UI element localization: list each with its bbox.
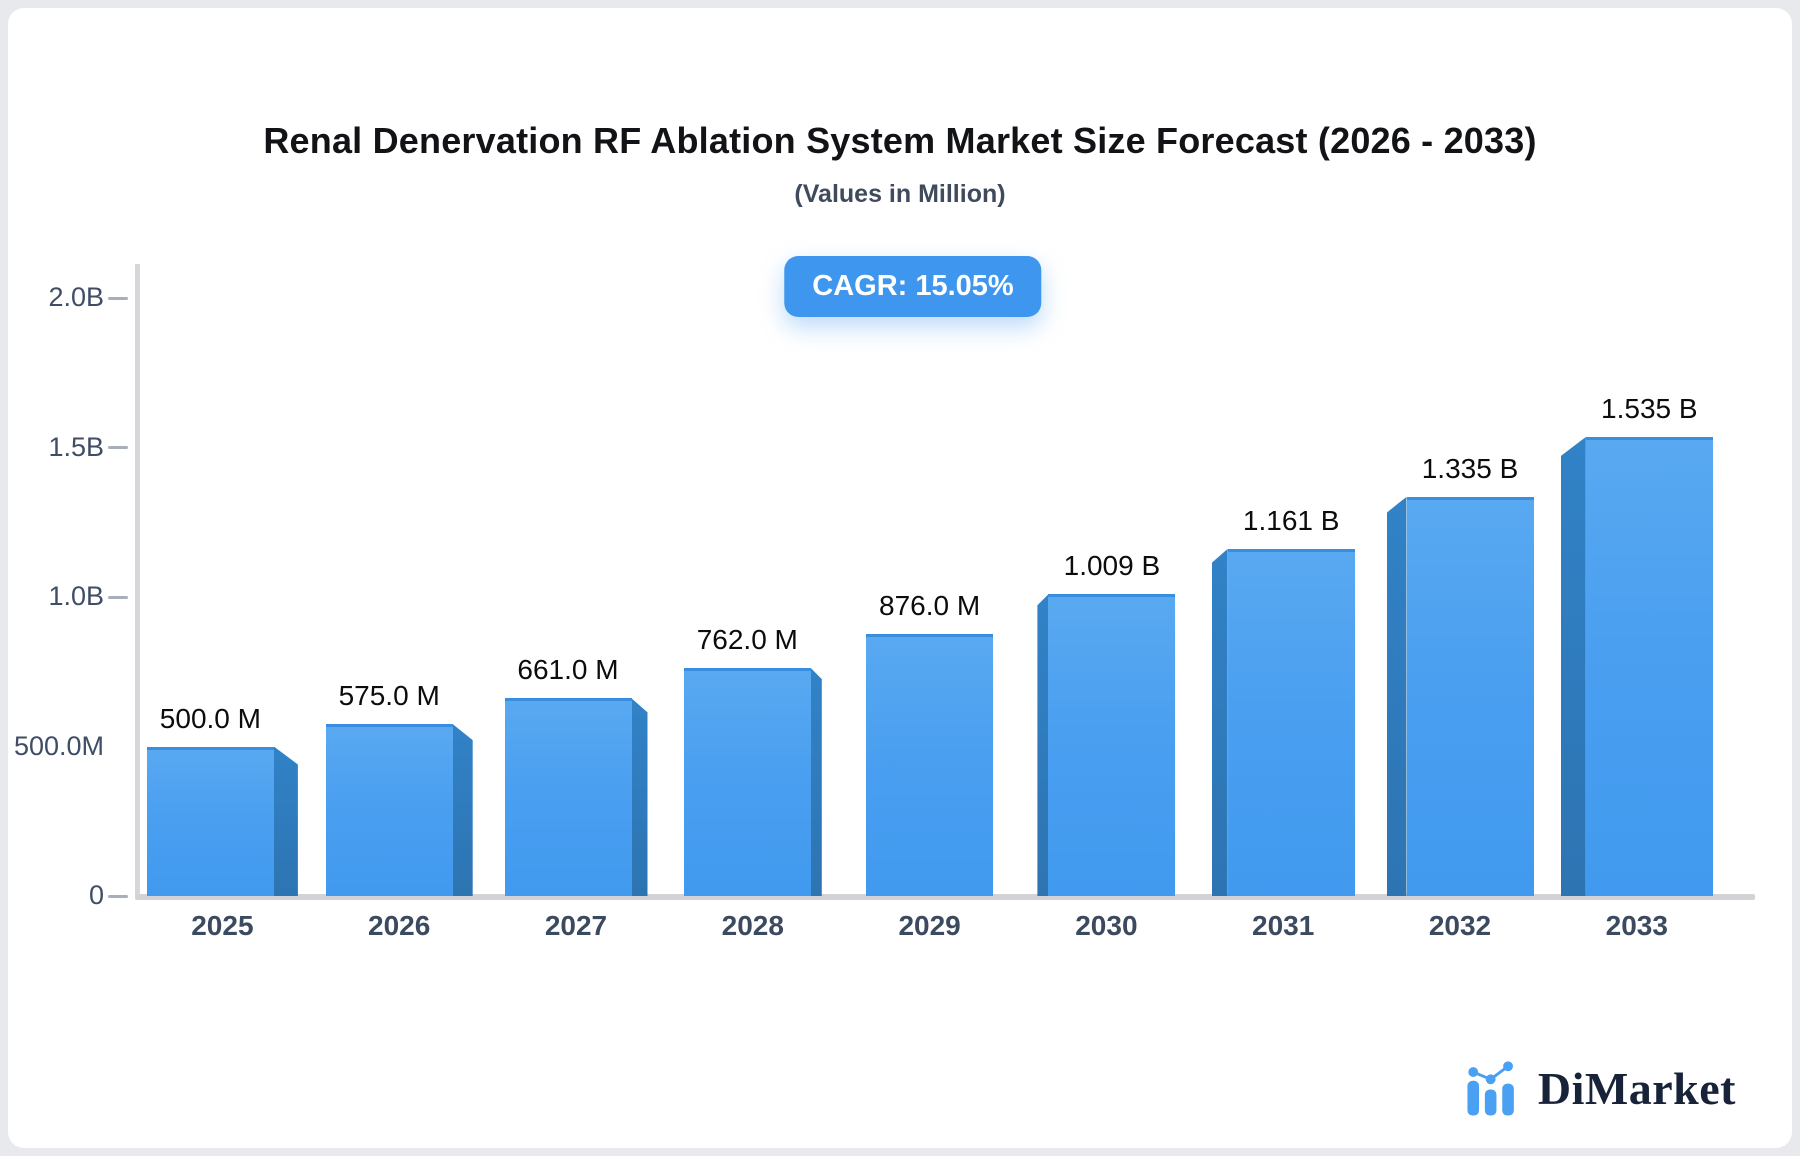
y-tick-dash <box>108 595 128 599</box>
bar-3d-side <box>452 724 473 896</box>
dimarket-logo: DiMarket <box>1466 1060 1736 1116</box>
x-tick-label: 2030 <box>1075 910 1138 941</box>
x-tick-label: 2029 <box>898 910 961 941</box>
bar <box>1048 594 1176 896</box>
x-tick-label: 2031 <box>1252 910 1315 941</box>
chart-subtitle: (Values in Million) <box>794 180 1006 208</box>
x-tick-label: 2025 <box>191 910 254 941</box>
bar-value-label: 1.535 B <box>1601 393 1698 425</box>
bar-value-label: 1.335 B <box>1421 452 1519 484</box>
y-tick-label: 1.0B <box>48 581 104 611</box>
bar-value-label: 661.0 M <box>517 654 619 686</box>
bar-value-label: 500.0 M <box>159 702 261 734</box>
bar <box>1406 496 1534 896</box>
y-tick-label: 1.5B <box>48 431 104 462</box>
y-tick-label: 2.0B <box>48 282 104 312</box>
logo-text: DiMarket <box>1537 1062 1736 1114</box>
cagr-badge: CAGR: 15.05% <box>784 256 1042 317</box>
bar <box>504 698 632 896</box>
bar <box>683 668 811 896</box>
x-tick-label: 2028 <box>721 910 784 941</box>
bar-3d-side <box>810 668 822 896</box>
y-tick-label: 500.0M <box>13 730 104 761</box>
bar <box>146 746 274 896</box>
bar <box>325 724 453 896</box>
y-tick-dash <box>108 296 128 300</box>
x-tick-label: 2032 <box>1428 910 1492 941</box>
chart-card: Renal Denervation RF Ablation System Mar… <box>8 8 1792 1148</box>
x-tick-label: 2026 <box>368 910 431 941</box>
y-tick-dash <box>108 446 128 449</box>
bar-3d-side <box>273 746 298 896</box>
chart-title: Renal Denervation RF Ablation System Mar… <box>263 120 1537 161</box>
bar-3d-side <box>1037 594 1049 896</box>
bar-3d-side <box>1386 496 1407 896</box>
bar-value-label: 575.0 M <box>338 680 440 712</box>
bar <box>1585 437 1713 896</box>
bar-value-label: 1.009 B <box>1063 550 1161 582</box>
x-tick-label: 2027 <box>544 910 608 941</box>
bar-3d-side <box>1211 548 1228 896</box>
y-axis-line <box>135 264 140 898</box>
x-tick-label: 2033 <box>1605 910 1668 941</box>
x-axis-baseline <box>135 894 1755 900</box>
y-tick-dash <box>108 894 128 898</box>
bar-3d-side <box>1560 437 1586 896</box>
bar <box>1227 548 1355 896</box>
bar-value-label: 1.161 B <box>1242 504 1340 536</box>
bar-3d-side <box>631 698 648 896</box>
y-tick-label: 0 <box>88 880 104 910</box>
bar <box>866 634 994 896</box>
bar-value-label: 762.0 M <box>696 624 798 656</box>
mini-bar-line-chart-icon <box>1467 1061 1514 1116</box>
bar-value-label: 876.0 M <box>879 590 981 622</box>
